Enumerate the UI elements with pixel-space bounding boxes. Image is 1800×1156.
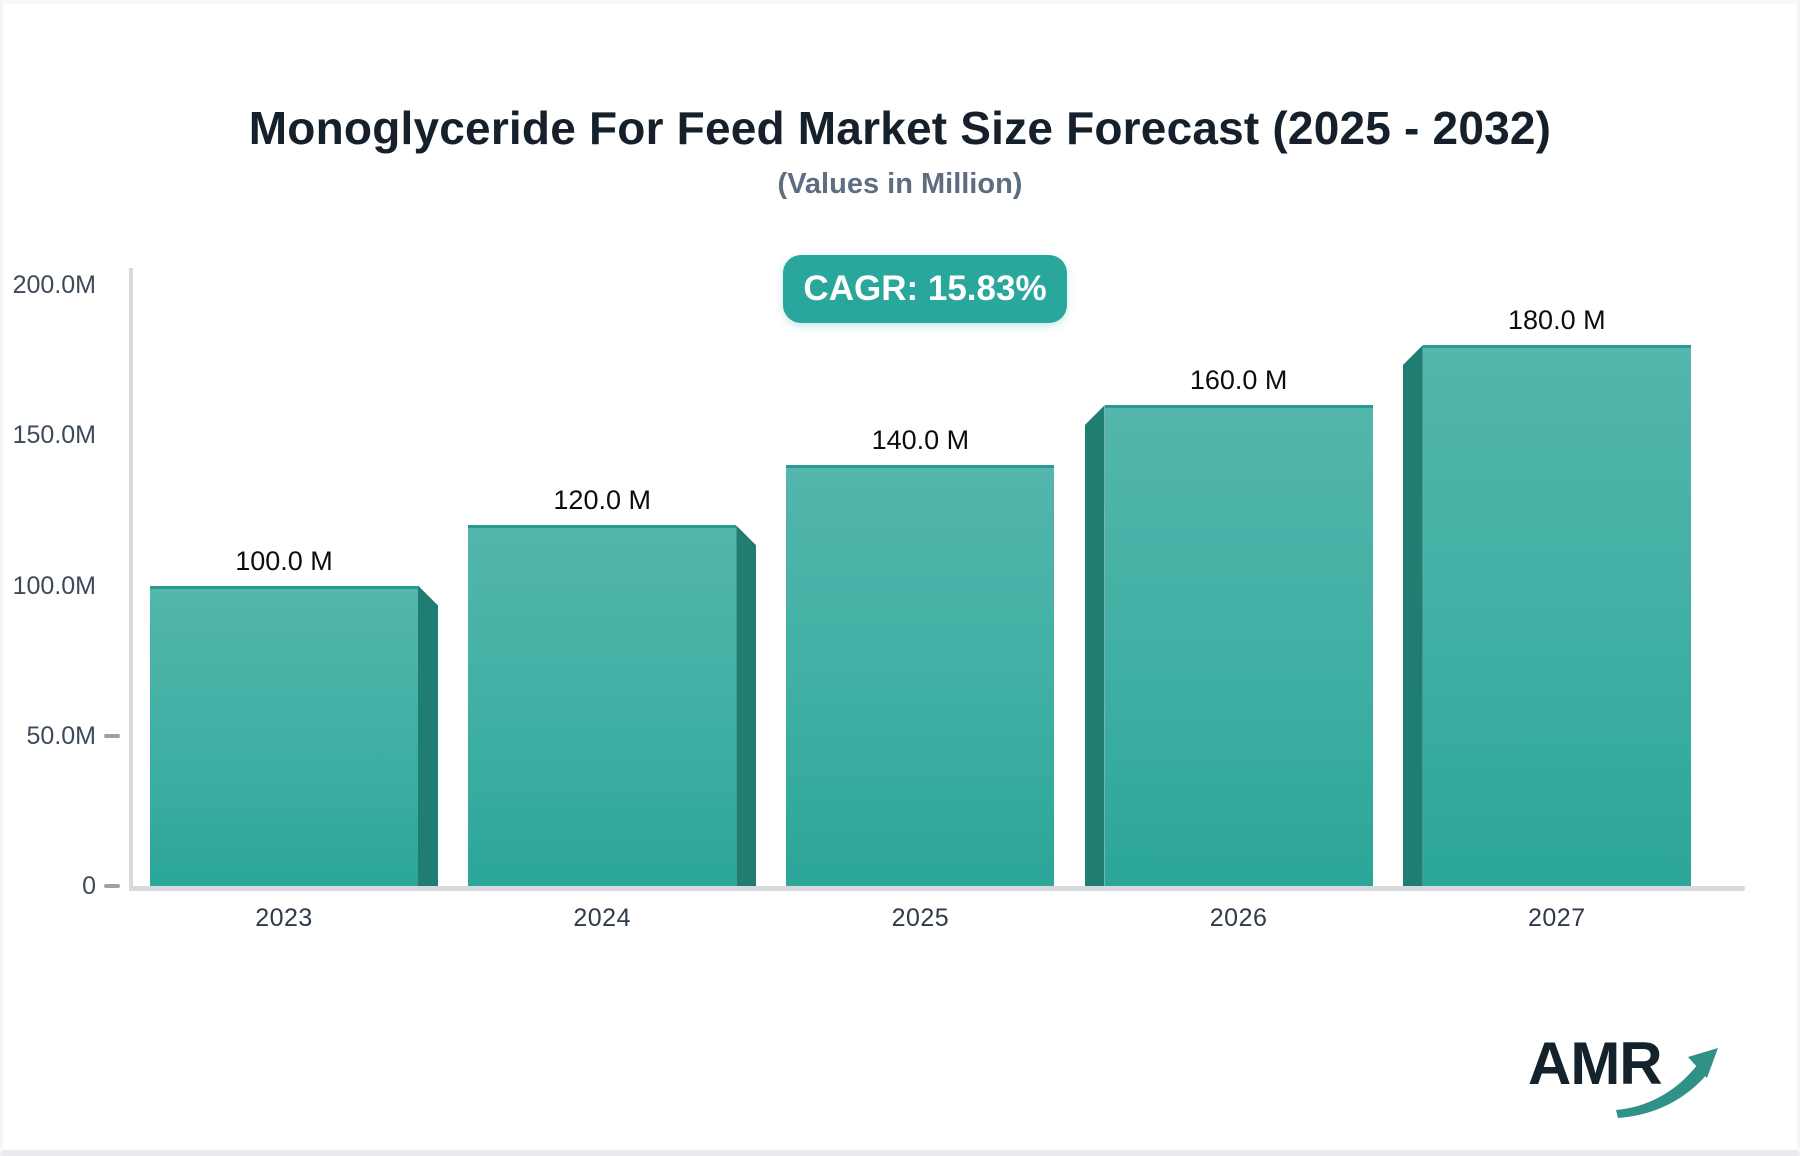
amr-logo-text: AMR [1528,1030,1663,1097]
bar-2025 [786,465,1055,886]
bar-value-label-2026: 160.0 M [1189,365,1288,396]
chart-title: Monoglyceride For Feed Market Size Forec… [248,102,1552,154]
y-axis-tick-label: 150.0M [12,421,96,450]
y-axis-tick-label: 50.0M [26,721,96,750]
bar-side-2027 [1402,345,1423,886]
x-axis-line [129,886,1745,891]
y-axis-tick-label: 100.0M [12,571,96,600]
bar-value-label-2025: 140.0 M [871,425,970,456]
bar-value-label-2023: 100.0 M [235,545,333,576]
bar-value-label-2024: 120.0 M [553,485,651,516]
x-axis-label-2026: 2026 [1209,904,1268,932]
y-axis-tick-label: 200.0M [12,271,96,299]
amr-logo: AMR [1528,1034,1748,1129]
cagr-badge: CAGR: 15.83% [783,255,1067,323]
bar-2024 [468,525,737,886]
bar-2026 [1104,405,1373,886]
bar-2027 [1422,345,1691,886]
y-axis-tick-mark [104,884,120,888]
y-axis-tick-mark [104,733,120,738]
x-axis-label-2023: 2023 [255,904,313,932]
x-axis-label-2024: 2024 [573,904,631,932]
chart-subtitle: (Values in Million) [777,168,1023,200]
growth-arrow-icon [1616,1048,1718,1118]
x-axis-label-2027: 2027 [1527,904,1586,932]
y-axis-line [129,268,133,891]
bar-side-2023 [418,585,438,886]
y-axis-tick-label: 0 [82,872,96,900]
x-axis-label-2025: 2025 [891,904,950,932]
bar-side-2026 [1084,405,1105,886]
bar-2023 [150,585,418,886]
bar-side-2024 [736,525,757,886]
bar-value-label-2027: 180.0 M [1508,305,1606,336]
